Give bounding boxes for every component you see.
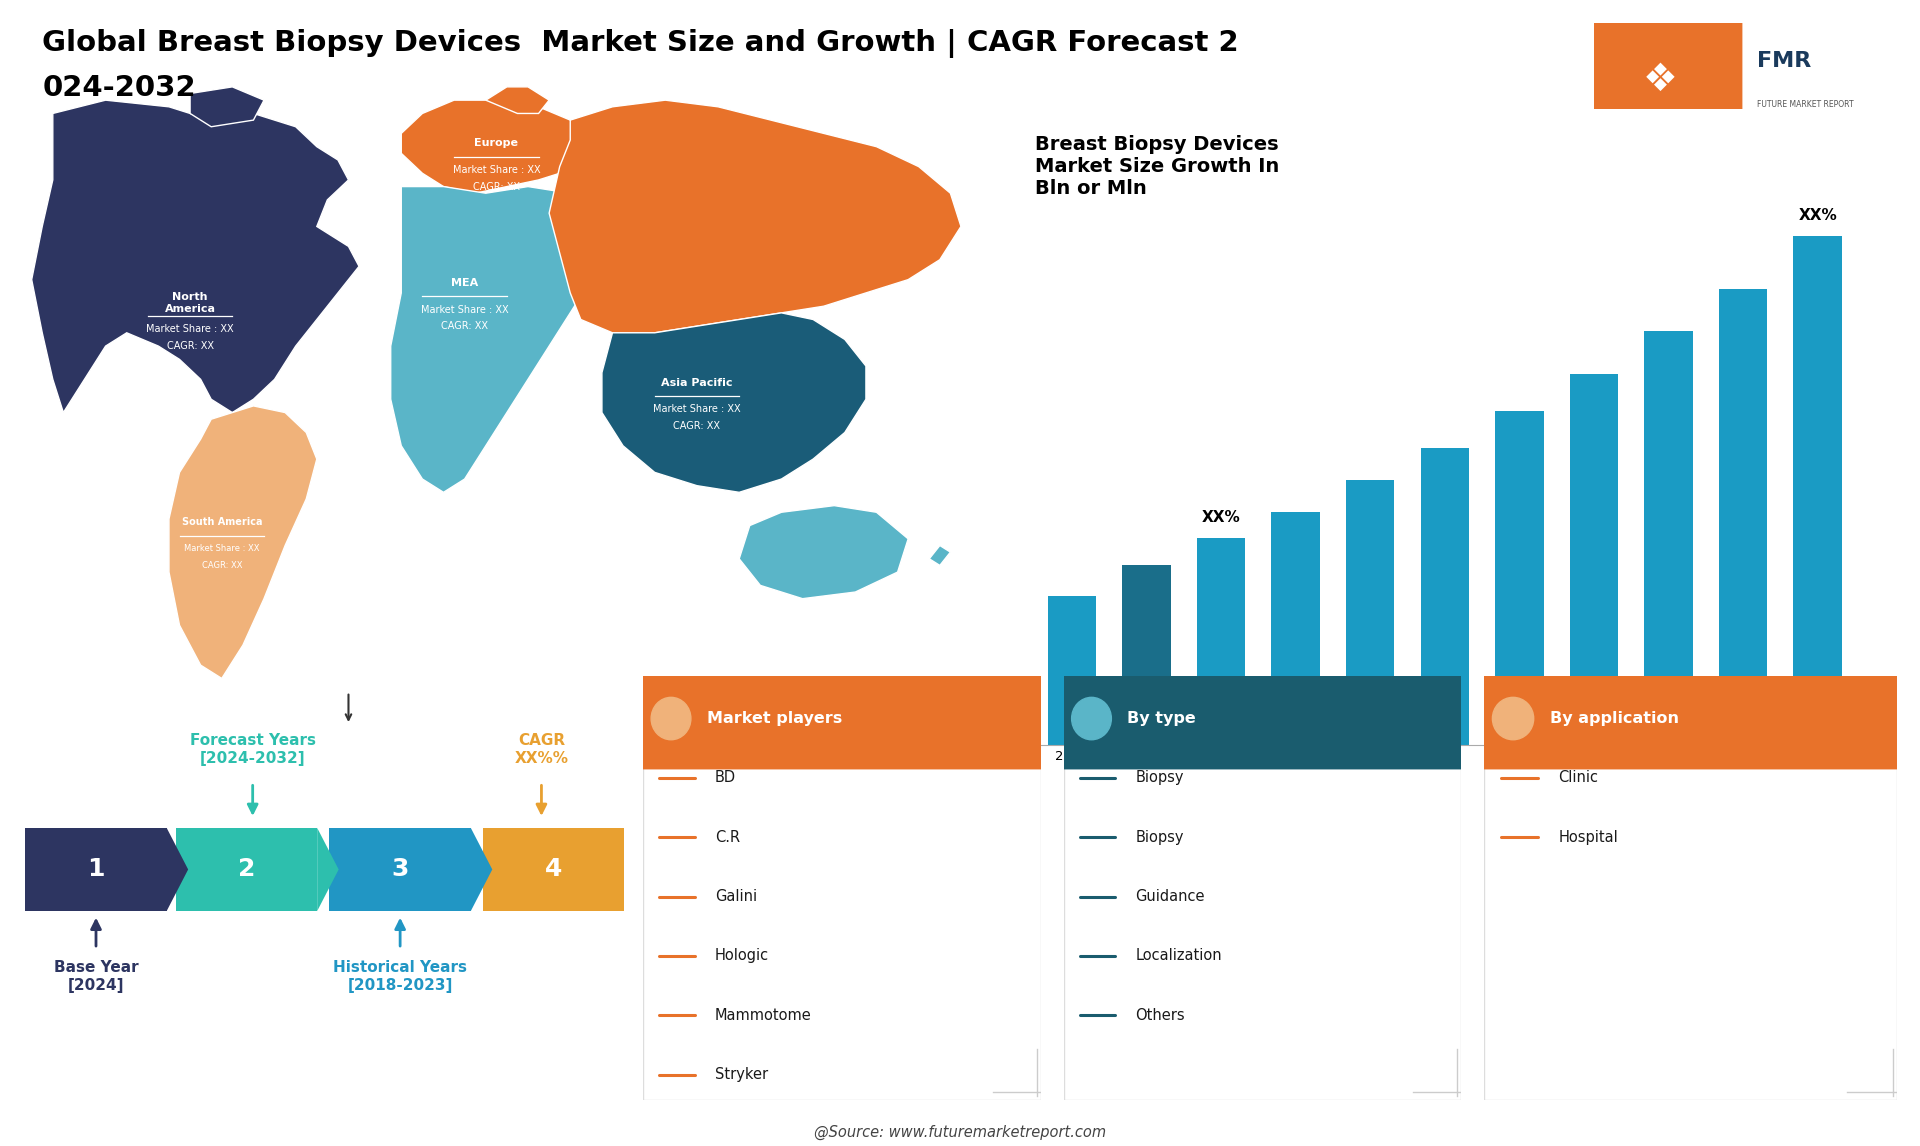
FancyBboxPatch shape (1578, 17, 1743, 155)
Text: CAGR
XX%%: CAGR XX%% (515, 733, 568, 766)
Circle shape (1071, 697, 1112, 740)
Text: @Source: www.futuremarketreport.com: @Source: www.futuremarketreport.com (814, 1125, 1106, 1140)
Bar (1718, 289, 1766, 745)
Text: CAGR: XX: CAGR: XX (442, 321, 488, 331)
Text: CAGR: XX: CAGR: XX (167, 342, 213, 351)
Text: Historical Years
[2018-2023]: Historical Years [2018-2023] (334, 960, 467, 992)
Polygon shape (401, 100, 591, 194)
Text: MEA: MEA (451, 278, 478, 288)
Polygon shape (169, 406, 317, 678)
Text: South America: South America (182, 517, 261, 527)
Text: Asia Pacific: Asia Pacific (660, 378, 733, 387)
Text: Market Share : XX: Market Share : XX (184, 544, 259, 554)
Polygon shape (167, 827, 188, 911)
Text: FUTURE MARKET REPORT: FUTURE MARKET REPORT (1757, 101, 1855, 109)
Text: CAGR: XX: CAGR: XX (472, 181, 520, 191)
Text: XX%: XX% (1799, 207, 1837, 222)
Text: 1: 1 (86, 857, 106, 881)
Bar (1644, 331, 1693, 745)
Bar (1271, 511, 1319, 745)
Bar (1123, 565, 1171, 745)
Text: Market Share : XX: Market Share : XX (653, 405, 741, 414)
Text: Europe: Europe (474, 139, 518, 148)
FancyBboxPatch shape (628, 668, 1056, 769)
Text: C.R: C.R (714, 830, 739, 845)
Text: Stryker: Stryker (714, 1067, 768, 1082)
Text: Localization: Localization (1135, 949, 1221, 964)
Circle shape (1492, 697, 1534, 740)
Bar (1048, 596, 1096, 745)
Bar (1571, 374, 1619, 745)
Polygon shape (317, 827, 338, 911)
Text: Forecast Years
[2024-2032]: Forecast Years [2024-2032] (190, 733, 315, 766)
Text: Biopsy: Biopsy (1135, 770, 1185, 785)
Text: 024-2032: 024-2032 (42, 74, 196, 102)
Text: Market players: Market players (707, 711, 843, 727)
Text: Breast Biopsy Devices
Market Size Growth In
Bln or Mln: Breast Biopsy Devices Market Size Growth… (1035, 135, 1279, 198)
Text: Galini: Galini (714, 889, 756, 904)
Text: 2: 2 (238, 857, 255, 881)
FancyBboxPatch shape (1048, 668, 1476, 769)
Bar (1196, 539, 1246, 745)
Text: Market Share : XX: Market Share : XX (420, 305, 509, 314)
Polygon shape (603, 313, 866, 493)
Text: Market Share : XX: Market Share : XX (453, 165, 540, 175)
Text: Global Breast Biopsy Devices  Market Size and Growth | CAGR Forecast 2: Global Breast Biopsy Devices Market Size… (42, 29, 1238, 57)
Bar (1496, 411, 1544, 745)
Text: By application: By application (1549, 711, 1680, 727)
Circle shape (651, 697, 691, 740)
FancyBboxPatch shape (177, 827, 317, 911)
FancyBboxPatch shape (484, 827, 624, 911)
Polygon shape (739, 505, 908, 598)
Text: By type: By type (1127, 711, 1196, 727)
Text: Biopsy: Biopsy (1135, 830, 1185, 845)
Text: Mammotome: Mammotome (714, 1007, 812, 1023)
Text: North
America: North America (165, 292, 215, 314)
Text: 3: 3 (392, 857, 409, 881)
Bar (1421, 448, 1469, 745)
Polygon shape (190, 87, 265, 127)
Text: FMR: FMR (1757, 50, 1812, 71)
FancyBboxPatch shape (1467, 668, 1914, 769)
Text: Base Year
[2024]: Base Year [2024] (54, 960, 138, 992)
FancyBboxPatch shape (330, 827, 470, 911)
Text: XX%: XX% (1202, 510, 1240, 525)
Text: Clinic: Clinic (1559, 770, 1599, 785)
Text: CAGR: XX: CAGR: XX (674, 421, 720, 431)
Polygon shape (392, 187, 603, 493)
Text: BD: BD (714, 770, 735, 785)
Polygon shape (31, 100, 359, 413)
Polygon shape (486, 87, 549, 113)
Text: Hospital: Hospital (1559, 830, 1619, 845)
Text: CAGR: XX: CAGR: XX (202, 560, 242, 570)
Polygon shape (549, 100, 962, 332)
Text: ❖: ❖ (1644, 61, 1678, 99)
FancyBboxPatch shape (25, 827, 167, 911)
Text: Others: Others (1135, 1007, 1185, 1023)
Bar (1346, 480, 1394, 745)
Bar (1793, 236, 1841, 745)
Polygon shape (929, 545, 950, 565)
Text: 4: 4 (545, 857, 563, 881)
Text: Hologic: Hologic (714, 949, 768, 964)
Text: Market Share : XX: Market Share : XX (146, 324, 234, 335)
Polygon shape (470, 827, 492, 911)
Text: Guidance: Guidance (1135, 889, 1204, 904)
